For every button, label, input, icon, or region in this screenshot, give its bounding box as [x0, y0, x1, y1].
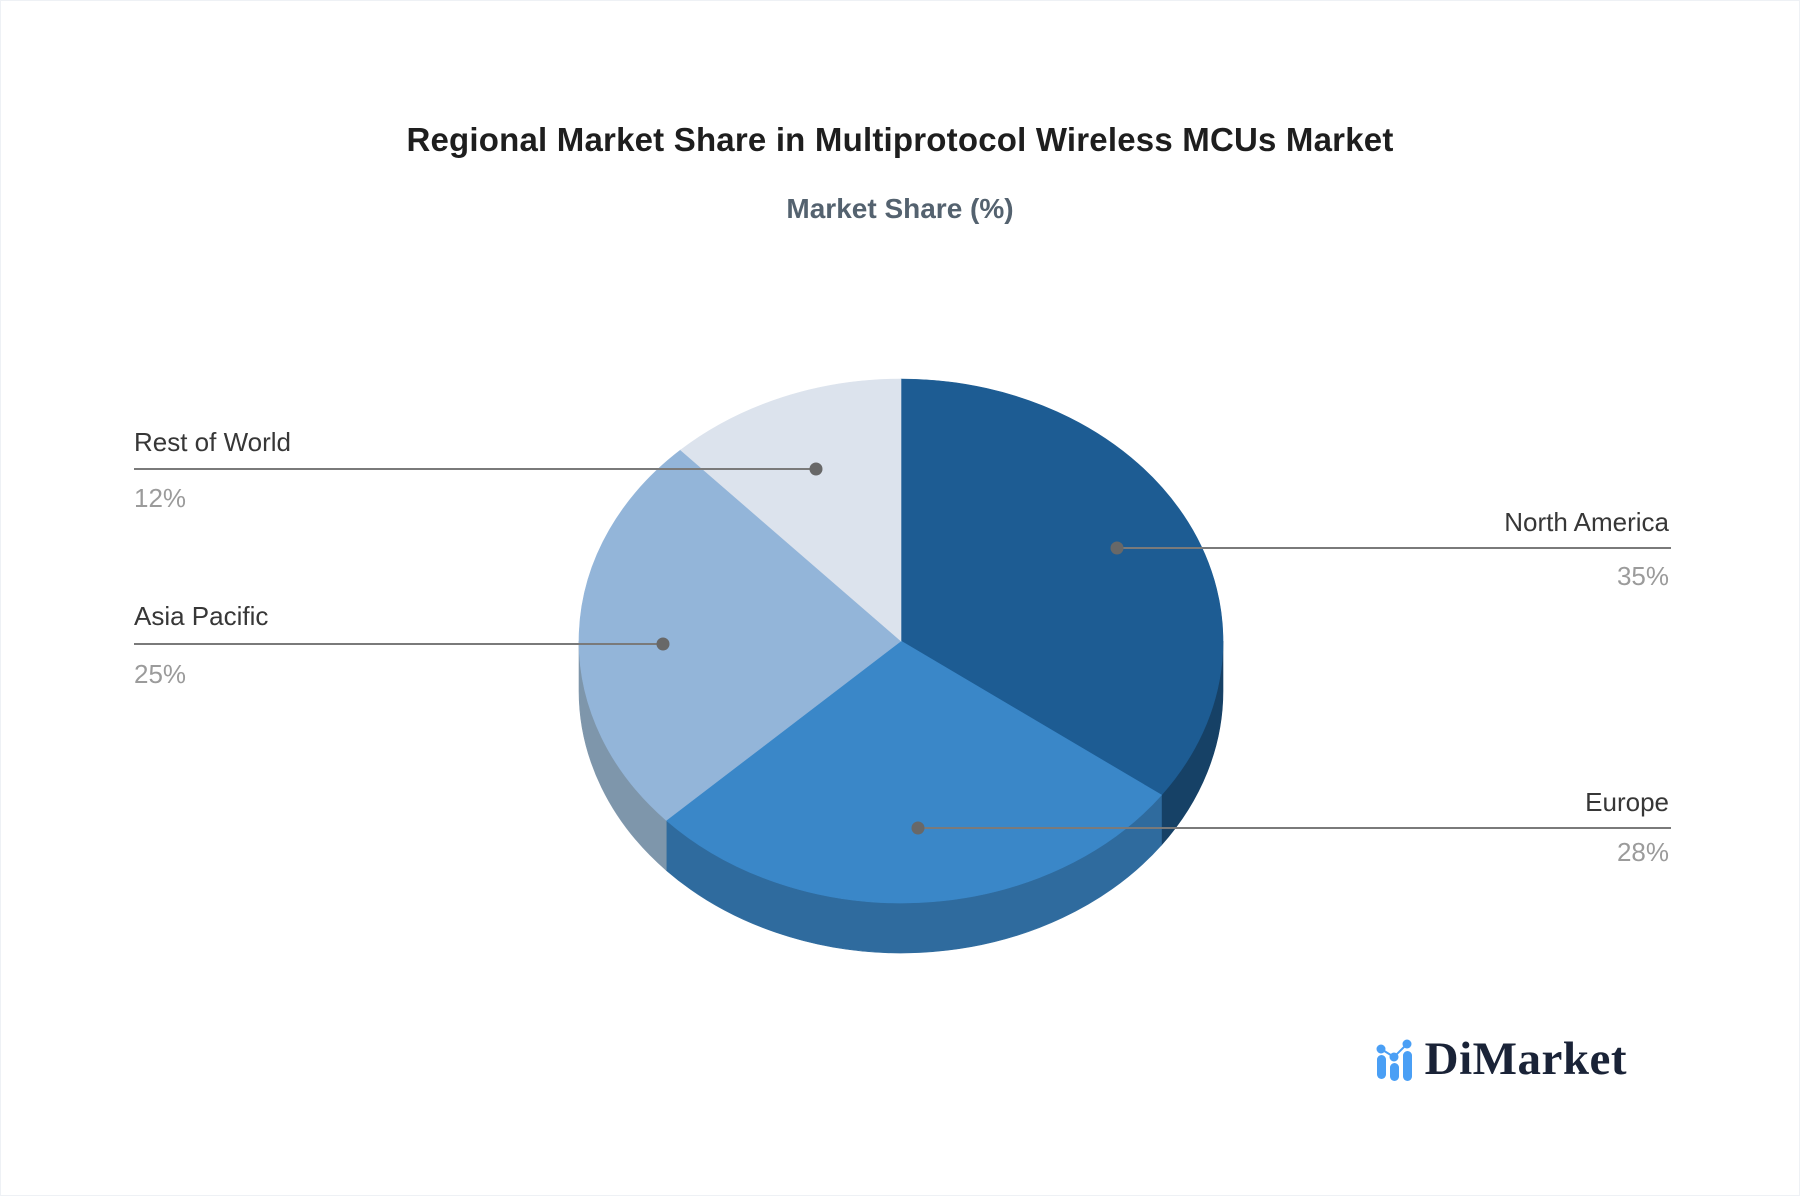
- pie-slice-europe: [665, 640, 1162, 904]
- callout-label-asia-pacific: Asia Pacific: [134, 601, 269, 631]
- callout-label-europe: Europe: [1585, 787, 1669, 817]
- callout-value-asia-pacific: 25%: [134, 659, 187, 689]
- callout-dot-asia-pacific: [656, 637, 670, 651]
- callout-label-north-america: North America: [1504, 507, 1669, 537]
- callout-value-north-america: 35%: [1616, 561, 1669, 591]
- pie-slice-north-america: [900, 378, 1224, 796]
- callout-value-europe: 28%: [1616, 837, 1669, 867]
- callout-label-rest-of-world: Rest of World: [134, 427, 292, 457]
- callout-dot-rest-of-world: [809, 462, 823, 476]
- brand-logo[interactable]: DiMarket: [1376, 1035, 1627, 1083]
- pie-slice-asia-pacific: [578, 449, 902, 821]
- brand-logo-text: DiMarket: [1424, 1033, 1627, 1085]
- mini-bar-line-chart-icon: [1376, 1039, 1412, 1081]
- callout-value-rest-of-world: 12%: [134, 483, 187, 513]
- chart-title: Regional Market Share in Multiprotocol W…: [406, 121, 1394, 158]
- pie-slice-rest-of-world: [680, 378, 902, 642]
- callout-dot-north-america: [1110, 541, 1124, 555]
- callout-dot-europe: [911, 821, 925, 835]
- chart-subtitle: Market Share (%): [786, 193, 1014, 224]
